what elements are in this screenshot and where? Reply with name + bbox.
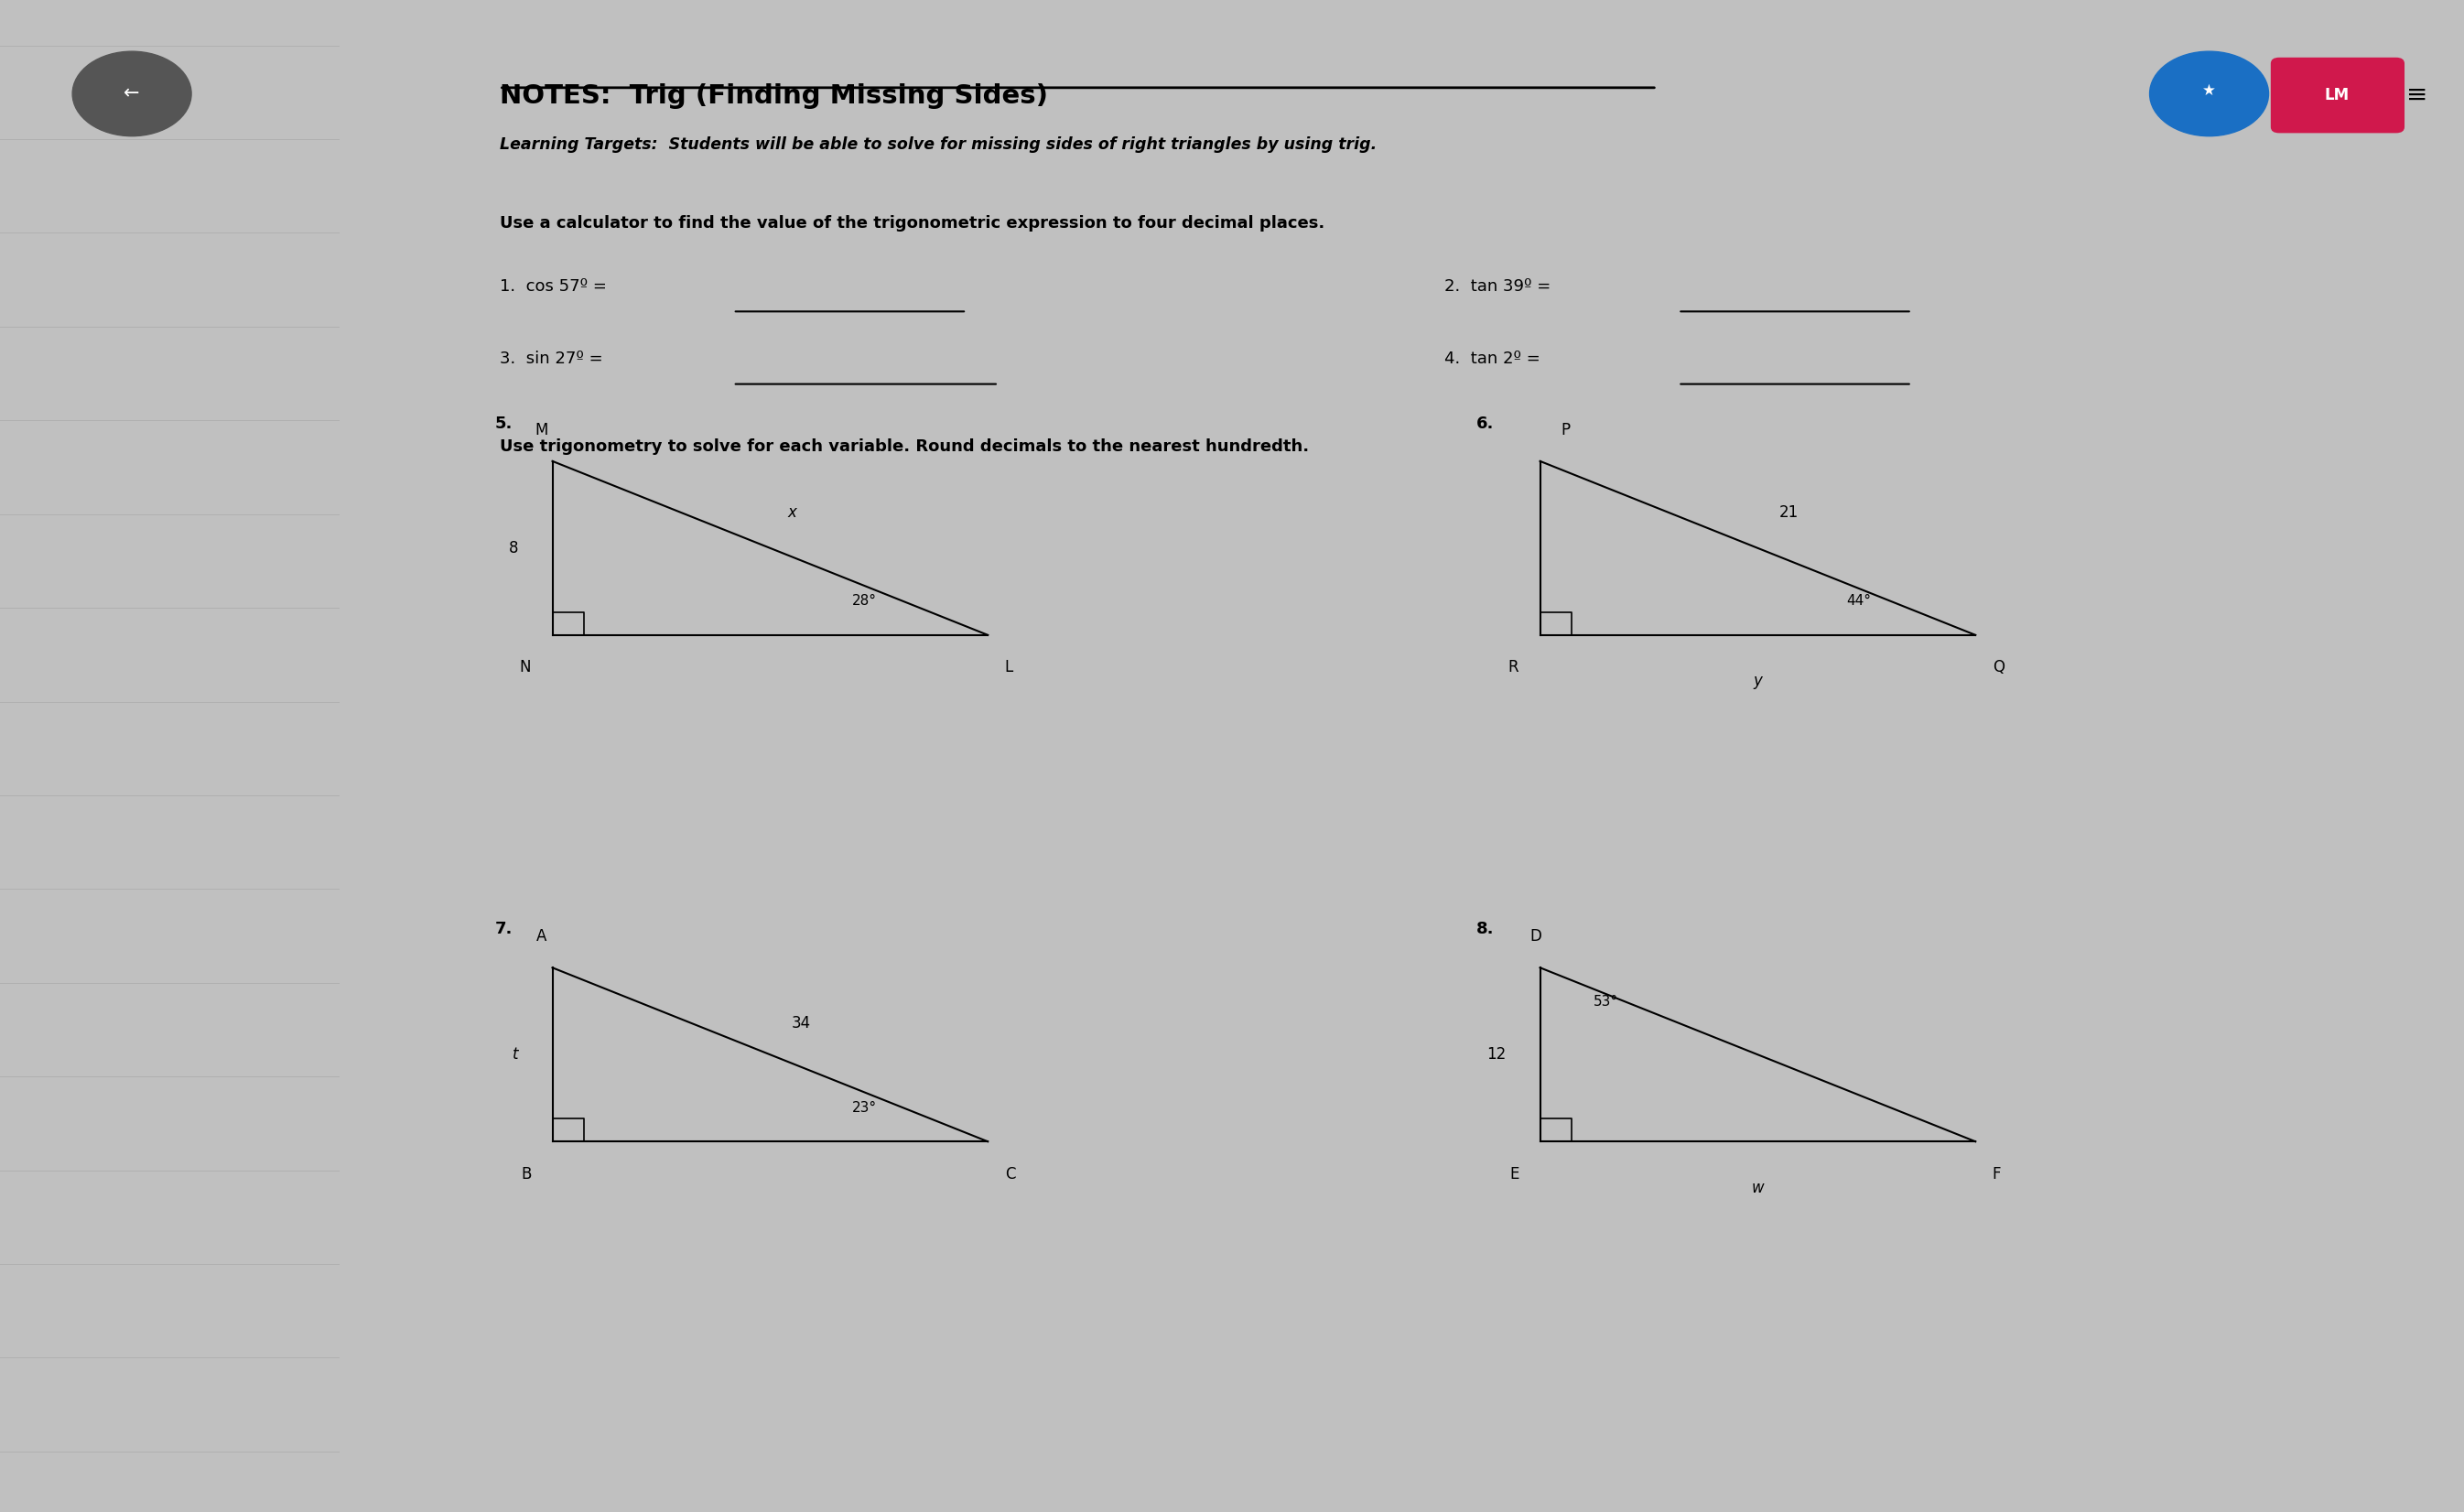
- Text: Use a calculator to find the value of the trigonometric expression to four decim: Use a calculator to find the value of th…: [500, 215, 1323, 231]
- Text: 21: 21: [1779, 505, 1799, 520]
- Text: 28°: 28°: [853, 594, 877, 608]
- Text: R: R: [1508, 659, 1518, 676]
- Text: 1.  cos 57º =: 1. cos 57º =: [500, 278, 611, 295]
- Circle shape: [2149, 51, 2269, 136]
- Text: 7.: 7.: [495, 921, 513, 937]
- Text: Q: Q: [1993, 659, 2003, 676]
- Text: LM: LM: [2324, 88, 2348, 103]
- Text: 53°: 53°: [1594, 995, 1619, 1009]
- Text: w: w: [1752, 1179, 1764, 1196]
- Text: y: y: [1754, 673, 1762, 689]
- Text: 44°: 44°: [1846, 594, 1870, 608]
- Text: B: B: [520, 1166, 532, 1182]
- Text: Use trigonometry to solve for each variable. Round decimals to the nearest hundr: Use trigonometry to solve for each varia…: [500, 438, 1308, 455]
- Text: Learning Targets:  Students will be able to solve for missing sides of right tri: Learning Targets: Students will be able …: [500, 136, 1377, 153]
- Text: P: P: [1562, 422, 1570, 438]
- Text: 34: 34: [791, 1016, 811, 1031]
- Text: 8: 8: [510, 540, 517, 556]
- Text: 2.  tan 39º =: 2. tan 39º =: [1444, 278, 1557, 295]
- Text: NOTES:  Trig (Finding Missing Sides): NOTES: Trig (Finding Missing Sides): [500, 83, 1047, 109]
- Text: C: C: [1005, 1166, 1015, 1182]
- Text: F: F: [1993, 1166, 2001, 1182]
- Text: 8.: 8.: [1476, 921, 1493, 937]
- Text: A: A: [537, 928, 547, 945]
- Text: M: M: [535, 422, 549, 438]
- Text: 5.: 5.: [495, 416, 513, 432]
- Text: ←: ←: [123, 85, 140, 103]
- FancyBboxPatch shape: [2272, 57, 2405, 133]
- Text: ★: ★: [2203, 83, 2215, 98]
- Text: D: D: [1530, 928, 1542, 945]
- Text: 6.: 6.: [1476, 416, 1493, 432]
- Text: 23°: 23°: [853, 1101, 877, 1114]
- Text: x: x: [786, 505, 796, 520]
- Text: L: L: [1005, 659, 1013, 676]
- Text: 4.  tan 2º =: 4. tan 2º =: [1444, 351, 1545, 367]
- Text: ≡: ≡: [2407, 83, 2427, 107]
- Text: t: t: [513, 1046, 517, 1063]
- Text: N: N: [520, 659, 532, 676]
- Text: 3.  sin 27º =: 3. sin 27º =: [500, 351, 609, 367]
- Text: 12: 12: [1486, 1046, 1506, 1063]
- Text: E: E: [1510, 1166, 1518, 1182]
- Circle shape: [71, 51, 192, 136]
